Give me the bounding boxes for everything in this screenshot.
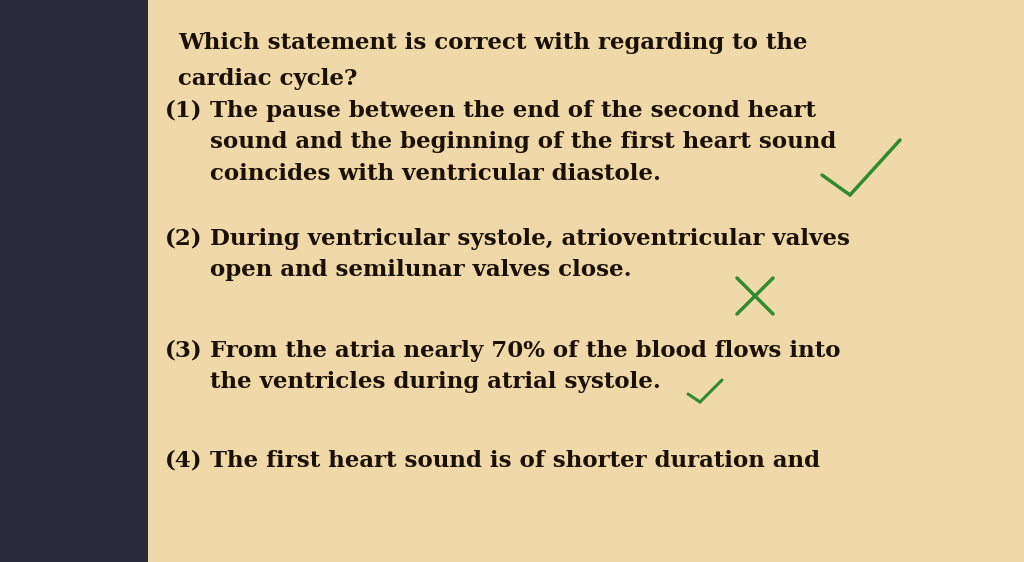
Text: Which statement is correct with regarding to the: Which statement is correct with regardin… [178, 32, 808, 54]
Text: (1): (1) [165, 100, 203, 122]
Text: (3): (3) [165, 340, 203, 362]
Text: During ventricular systole, atrioventricular valves
open and semilunar valves cl: During ventricular systole, atrioventric… [210, 228, 850, 282]
Text: The pause between the end of the second heart
sound and the beginning of the fir: The pause between the end of the second … [210, 100, 837, 185]
Bar [148, 0, 1024, 562]
Text: (4): (4) [165, 450, 203, 472]
Text: The first heart sound is of shorter duration and: The first heart sound is of shorter dura… [210, 450, 820, 472]
Text: (2): (2) [165, 228, 203, 250]
Text: cardiac cycle?: cardiac cycle? [178, 68, 357, 90]
Text: From the atria nearly 70% of the blood flows into
the ventricles during atrial s: From the atria nearly 70% of the blood f… [210, 340, 841, 393]
